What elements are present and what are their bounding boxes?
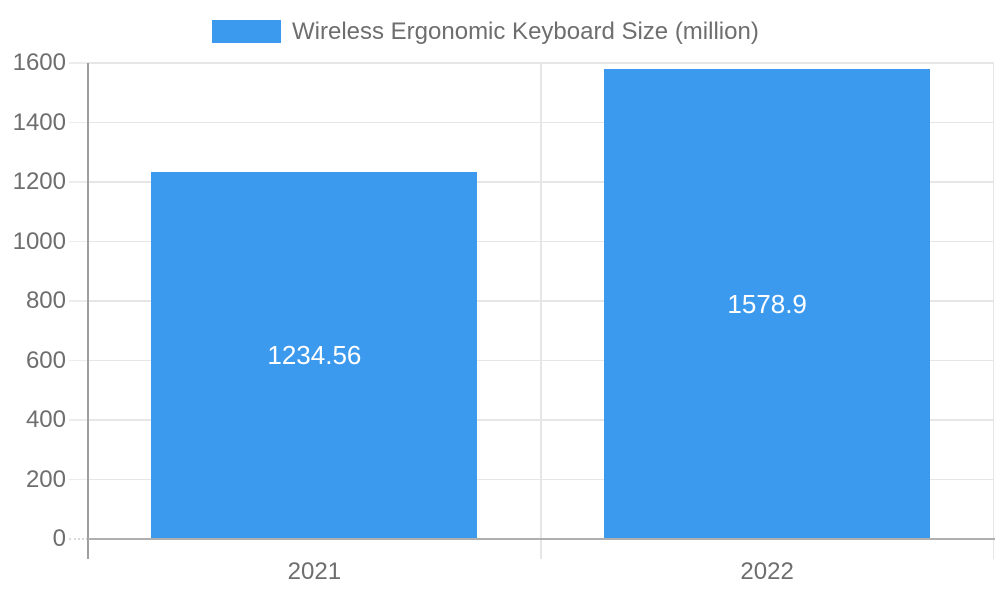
y-axis-label: 0 [52, 525, 66, 552]
bar-value-label: 1234.56 [267, 340, 362, 371]
y-axis-label: 200 [25, 465, 66, 493]
y-axis-tick [69, 300, 88, 302]
x-axis-label: 2021 [287, 558, 342, 585]
y-axis-tick [69, 121, 88, 124]
x-gridline [540, 63, 542, 539]
y-axis-line [87, 63, 89, 559]
y-axis-tick [69, 181, 88, 183]
bar-value-label: 1578.9 [727, 289, 807, 320]
x-axis-tick [540, 539, 542, 559]
bar[interactable] [151, 171, 478, 539]
y-axis-tick [69, 359, 88, 362]
y-axis-tick [69, 240, 88, 243]
y-axis-label: 1000 [12, 227, 66, 255]
zero-line [88, 538, 995, 540]
y-axis-tick [69, 538, 88, 540]
x-axis-tick [992, 539, 995, 559]
y-axis-label: 400 [25, 406, 66, 433]
y-axis-label: 1200 [12, 168, 66, 195]
bar[interactable] [604, 69, 931, 539]
legend-swatch-icon [212, 20, 281, 43]
y-axis-label: 1600 [12, 49, 66, 76]
y-axis-tick [69, 62, 88, 64]
y-axis-label: 800 [25, 287, 66, 314]
legend-label: Wireless Ergonomic Keyboard Size (millio… [292, 18, 759, 45]
y-axis-label: 600 [25, 346, 66, 374]
x-axis-label: 2022 [740, 558, 794, 585]
x-gridline [992, 63, 995, 539]
y-axis-tick [69, 419, 88, 421]
y-axis-tick [69, 478, 88, 481]
y-axis-label: 1400 [12, 108, 66, 136]
